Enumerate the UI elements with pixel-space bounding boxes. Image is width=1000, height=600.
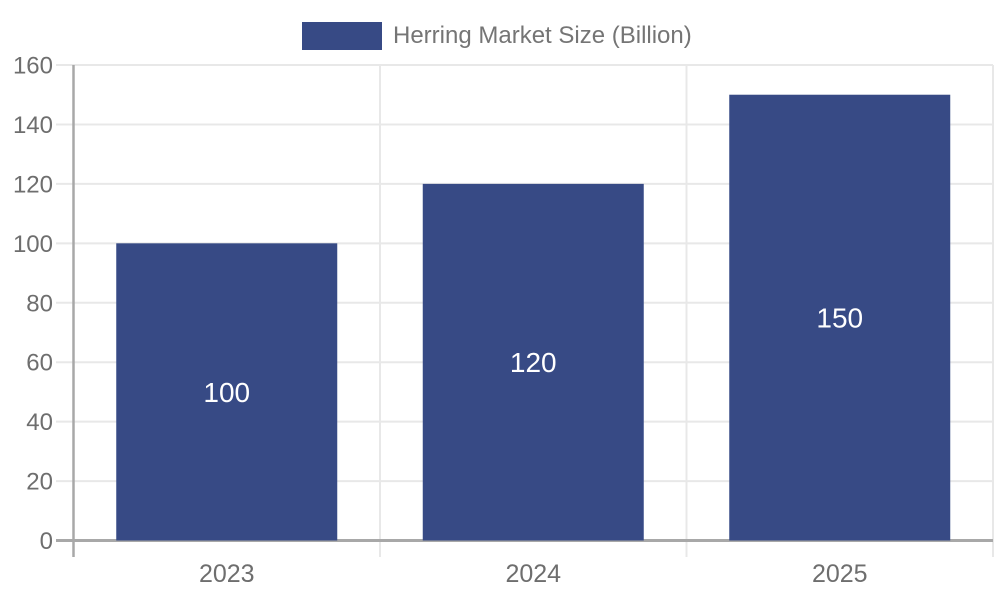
y-tick-label: 60 (26, 350, 53, 377)
y-tick-label: 100 (13, 231, 53, 258)
legend-swatch (302, 22, 382, 50)
bar (422, 183, 644, 541)
y-tick-label: 120 (13, 171, 53, 198)
x-tick-label: 2025 (812, 560, 868, 588)
y-tick-label: 40 (26, 409, 53, 436)
bar (116, 243, 338, 541)
bar-value-label: 100 (203, 377, 250, 408)
y-tick-label: 140 (13, 112, 53, 139)
y-tick-label: 160 (13, 53, 53, 80)
bar-value-label: 150 (816, 303, 863, 334)
y-tick-label: 0 (40, 528, 53, 555)
legend-label: Herring Market Size (Billion) (393, 22, 692, 49)
x-tick-label: 2023 (199, 560, 255, 588)
y-tick-label: 80 (26, 290, 53, 317)
bar (729, 94, 951, 541)
legend: Herring Market Size (Billion) (302, 22, 692, 50)
bar-value-label: 120 (510, 347, 557, 378)
x-tick-label: 2024 (505, 560, 561, 588)
y-tick-label: 20 (26, 469, 53, 496)
